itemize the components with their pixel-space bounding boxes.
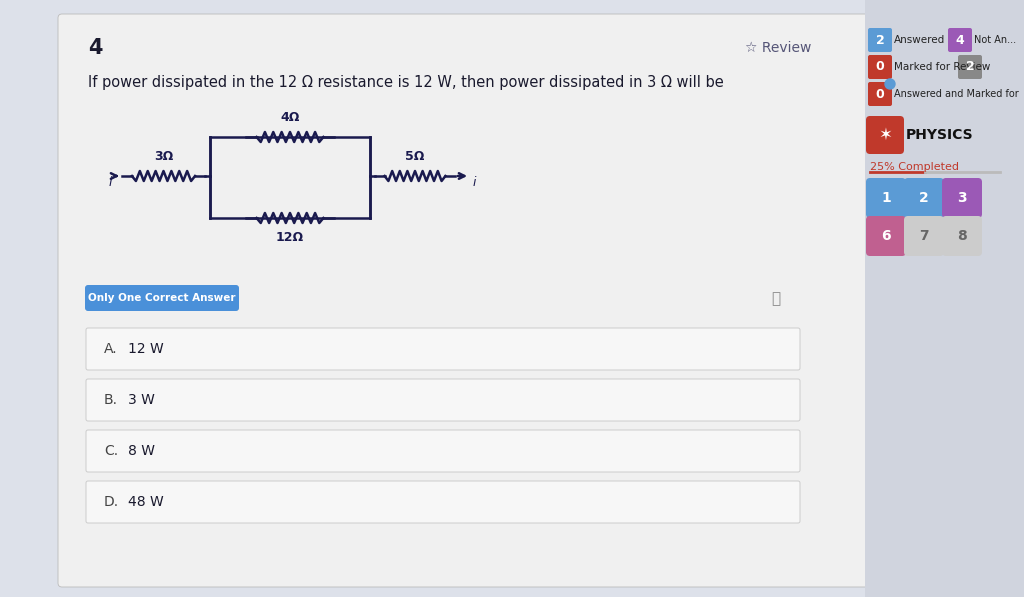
Text: Marked for Review: Marked for Review	[894, 62, 990, 72]
Circle shape	[885, 79, 895, 89]
Text: C.: C.	[104, 444, 118, 458]
Text: ✶: ✶	[878, 126, 892, 144]
Text: 3Ω: 3Ω	[154, 150, 173, 163]
Text: 4: 4	[955, 33, 965, 47]
Text: 2: 2	[966, 60, 975, 73]
FancyBboxPatch shape	[58, 14, 874, 587]
Text: Only One Correct Answer: Only One Correct Answer	[88, 293, 236, 303]
FancyBboxPatch shape	[86, 328, 800, 370]
Text: 8 W: 8 W	[128, 444, 155, 458]
Text: 4: 4	[88, 38, 102, 58]
Text: B.: B.	[104, 393, 118, 407]
FancyBboxPatch shape	[866, 116, 904, 154]
Text: 2: 2	[920, 191, 929, 205]
FancyBboxPatch shape	[942, 216, 982, 256]
Text: 3: 3	[957, 191, 967, 205]
Text: 3 W: 3 W	[128, 393, 155, 407]
Bar	[865, 0, 1024, 597]
FancyBboxPatch shape	[948, 28, 972, 52]
FancyBboxPatch shape	[958, 55, 982, 79]
Text: 1: 1	[881, 191, 891, 205]
Text: D.: D.	[104, 495, 119, 509]
FancyBboxPatch shape	[866, 178, 906, 218]
FancyBboxPatch shape	[942, 178, 982, 218]
Text: i: i	[109, 176, 112, 189]
Text: 12 W: 12 W	[128, 342, 164, 356]
FancyBboxPatch shape	[904, 216, 944, 256]
Text: 2: 2	[876, 33, 885, 47]
Text: ☆ Review: ☆ Review	[745, 41, 811, 55]
Text: 48 W: 48 W	[128, 495, 164, 509]
FancyBboxPatch shape	[85, 285, 239, 311]
Text: 0: 0	[876, 88, 885, 100]
FancyBboxPatch shape	[86, 379, 800, 421]
Text: i: i	[472, 176, 476, 189]
Text: Answered and Marked for: Answered and Marked for	[894, 89, 1019, 99]
FancyBboxPatch shape	[868, 55, 892, 79]
Text: 25% Completed: 25% Completed	[870, 162, 959, 172]
Text: Not An...: Not An...	[974, 35, 1016, 45]
FancyBboxPatch shape	[868, 28, 892, 52]
FancyBboxPatch shape	[86, 430, 800, 472]
FancyBboxPatch shape	[866, 216, 906, 256]
Text: A.: A.	[104, 342, 118, 356]
Text: 6: 6	[882, 229, 891, 243]
Text: 7: 7	[920, 229, 929, 243]
Text: PHYSICS: PHYSICS	[906, 128, 974, 142]
Text: 12Ω: 12Ω	[275, 231, 304, 244]
FancyBboxPatch shape	[86, 481, 800, 523]
Text: 8: 8	[957, 229, 967, 243]
Text: ⓘ: ⓘ	[771, 291, 780, 306]
FancyBboxPatch shape	[868, 82, 892, 106]
FancyBboxPatch shape	[904, 178, 944, 218]
Text: 5Ω: 5Ω	[406, 150, 425, 163]
Text: If power dissipated in the 12 Ω resistance is 12 W, then power dissipated in 3 Ω: If power dissipated in the 12 Ω resistan…	[88, 75, 724, 90]
Text: Answered: Answered	[894, 35, 945, 45]
Text: 0: 0	[876, 60, 885, 73]
Text: 4Ω: 4Ω	[281, 111, 300, 124]
